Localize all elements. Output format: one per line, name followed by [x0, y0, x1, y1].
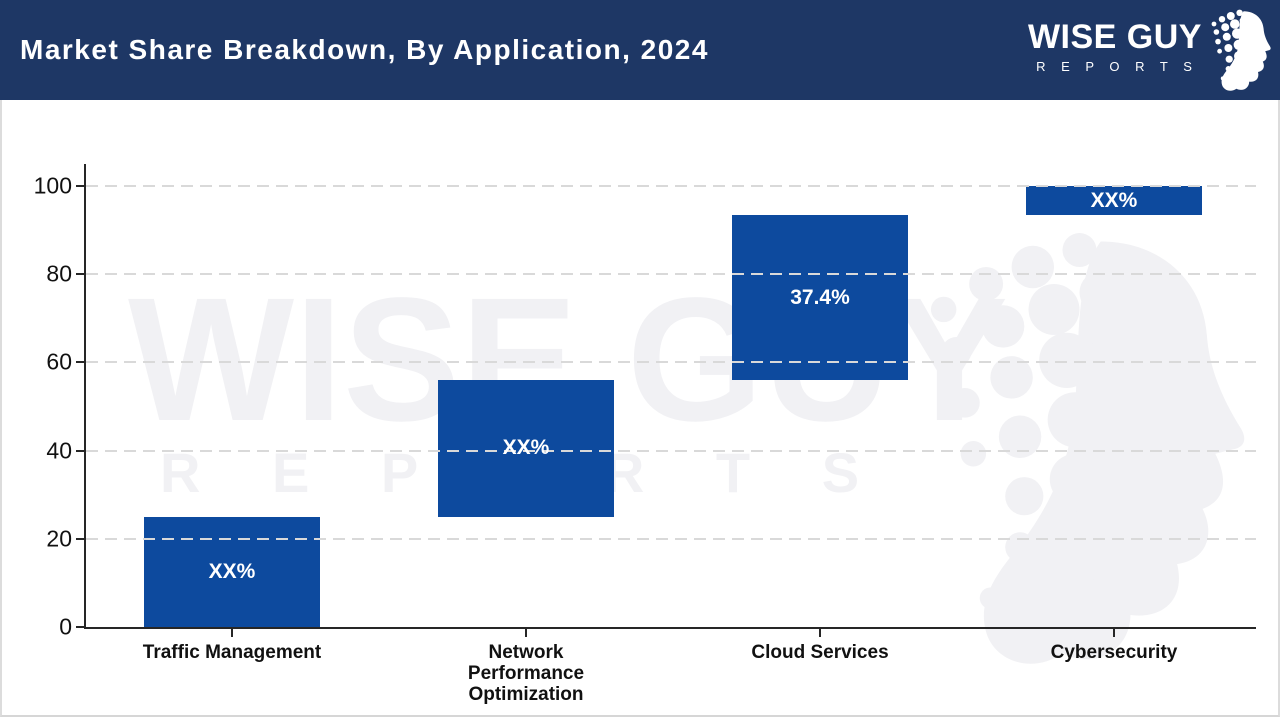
logo-head-icon	[1211, 9, 1271, 91]
bar-cybersecurity	[1026, 186, 1202, 216]
bar-value-label: 37.4%	[790, 285, 850, 309]
gridline	[86, 449, 1256, 452]
x-tick-mark	[231, 629, 233, 637]
x-category-label: Cybersecurity	[964, 642, 1264, 663]
bar-cloud-services	[732, 215, 908, 381]
x-category-label-line: Traffic Management	[142, 642, 322, 663]
y-tick-label: 0	[59, 613, 72, 640]
logo-text: WISE GUY R E P O R T S	[1028, 18, 1202, 74]
page-title: Market Share Breakdown, By Application, …	[20, 34, 709, 65]
x-category-label-line: Optimization	[468, 684, 584, 705]
x-tick-mark	[525, 629, 527, 637]
y-tick-label: 100	[33, 172, 72, 199]
gridline	[86, 361, 1256, 364]
y-tick-label: 20	[46, 525, 72, 552]
x-category-label-line: Network	[488, 642, 564, 663]
bar-value-label: XX%	[1090, 188, 1138, 212]
y-tick-label: 60	[46, 348, 72, 375]
logo-subtext: R E P O R T S	[1036, 59, 1198, 74]
gridline	[86, 273, 1256, 276]
chart-area: WISE GUY R E P O R T S XX%XX%37.4%XX%020…	[0, 100, 1280, 717]
x-category-label-line: Cybersecurity	[1050, 642, 1178, 663]
logo-wordmark: WISE GUY	[1027, 18, 1202, 56]
x-category-label: Network Performance Optimization	[376, 642, 676, 705]
watermark-head-icon	[930, 233, 1245, 664]
x-category-label: Cloud Services	[670, 642, 970, 663]
y-tick-label: 80	[46, 260, 72, 287]
bar-value-label: XX%	[208, 559, 256, 583]
gridline	[86, 537, 1256, 540]
y-tick-mark	[76, 449, 84, 452]
x-axis-spine	[84, 627, 1256, 629]
x-tick-mark	[819, 629, 821, 637]
bar-network-performance-optimization	[438, 380, 614, 517]
logo: WISE GUY R E P O R T S	[1024, 4, 1274, 96]
x-category-label: Traffic Management	[82, 642, 382, 663]
y-tick-mark	[76, 273, 84, 276]
x-tick-mark	[1113, 629, 1115, 637]
bar-value-label: XX%	[502, 436, 550, 460]
x-category-label-line: Cloud Services	[751, 642, 889, 663]
y-tick-mark	[76, 361, 84, 364]
y-tick-mark	[76, 537, 84, 540]
x-category-label-line: Performance	[467, 663, 585, 684]
header: Market Share Breakdown, By Application, …	[0, 0, 1280, 100]
y-tick-mark	[76, 185, 84, 187]
y-tick-label: 40	[46, 437, 72, 464]
y-tick-mark	[76, 626, 84, 628]
y-axis-spine	[84, 164, 86, 629]
gridline	[86, 185, 1256, 187]
bar-traffic-management	[144, 516, 320, 627]
